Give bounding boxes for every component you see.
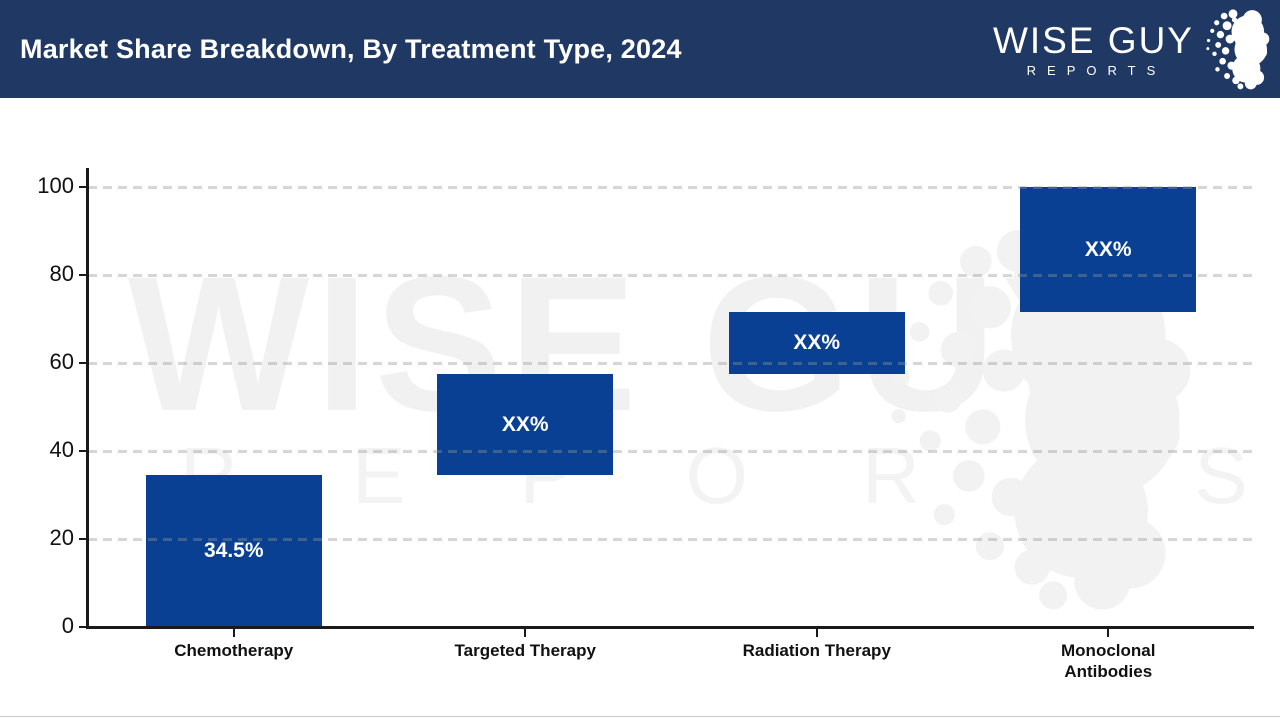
bar-radiation-therapy <box>728 312 905 374</box>
y-axis-label: 0 <box>61 613 74 638</box>
y-axis-label: 100 <box>37 173 74 198</box>
y-axis-label: 40 <box>49 437 74 462</box>
y-axis-tick <box>79 538 88 540</box>
x-axis-tick <box>815 629 818 637</box>
logo: WISE GUY REPORTS <box>993 0 1270 98</box>
logo-face-icon <box>1206 9 1270 90</box>
logo-subtitle: REPORTS <box>1026 62 1167 78</box>
x-axis-line <box>86 626 1254 629</box>
x-axis-tick <box>1107 629 1110 637</box>
logo-text: WISE GUY REPORTS <box>993 22 1194 77</box>
bar-chemotherapy <box>145 475 322 627</box>
x-axis-label: Radiation Therapy <box>742 641 891 660</box>
gridline-20 <box>88 538 1254 541</box>
x-axis-label: Targeted Therapy <box>454 641 596 660</box>
bottom-divider <box>0 716 1280 717</box>
gridline-100 <box>88 186 1254 189</box>
y-axis-tick <box>79 450 88 452</box>
y-axis-label: 20 <box>49 525 74 550</box>
gridline-60 <box>88 362 1254 365</box>
gridline-80 <box>88 274 1254 277</box>
bar-targeted-therapy <box>437 374 614 476</box>
y-axis-tick <box>79 626 88 628</box>
y-axis-tick <box>79 274 88 276</box>
logo-name: WISE GUY <box>992 19 1194 61</box>
header-bar: Market Share Breakdown, By Treatment Typ… <box>0 0 1280 98</box>
gridline-40 <box>88 450 1254 453</box>
y-axis-tick <box>79 362 88 364</box>
bar-value-label: 34.5% <box>203 539 264 563</box>
y-axis-line <box>86 168 89 629</box>
bar-value-label: XX% <box>1084 237 1132 261</box>
page-title: Market Share Breakdown, By Treatment Typ… <box>20 33 682 64</box>
y-axis-label: 60 <box>49 349 74 374</box>
x-axis-label: Monoclonal Antibodies <box>1061 641 1156 682</box>
x-axis-tick <box>524 629 527 637</box>
x-axis-label: Chemotherapy <box>174 641 294 660</box>
x-axis-tick <box>232 629 235 637</box>
y-axis-tick <box>79 186 88 188</box>
y-axis-label: 80 <box>49 261 74 286</box>
bar-value-label: XX% <box>793 331 841 355</box>
bar-value-label: XX% <box>501 412 549 436</box>
